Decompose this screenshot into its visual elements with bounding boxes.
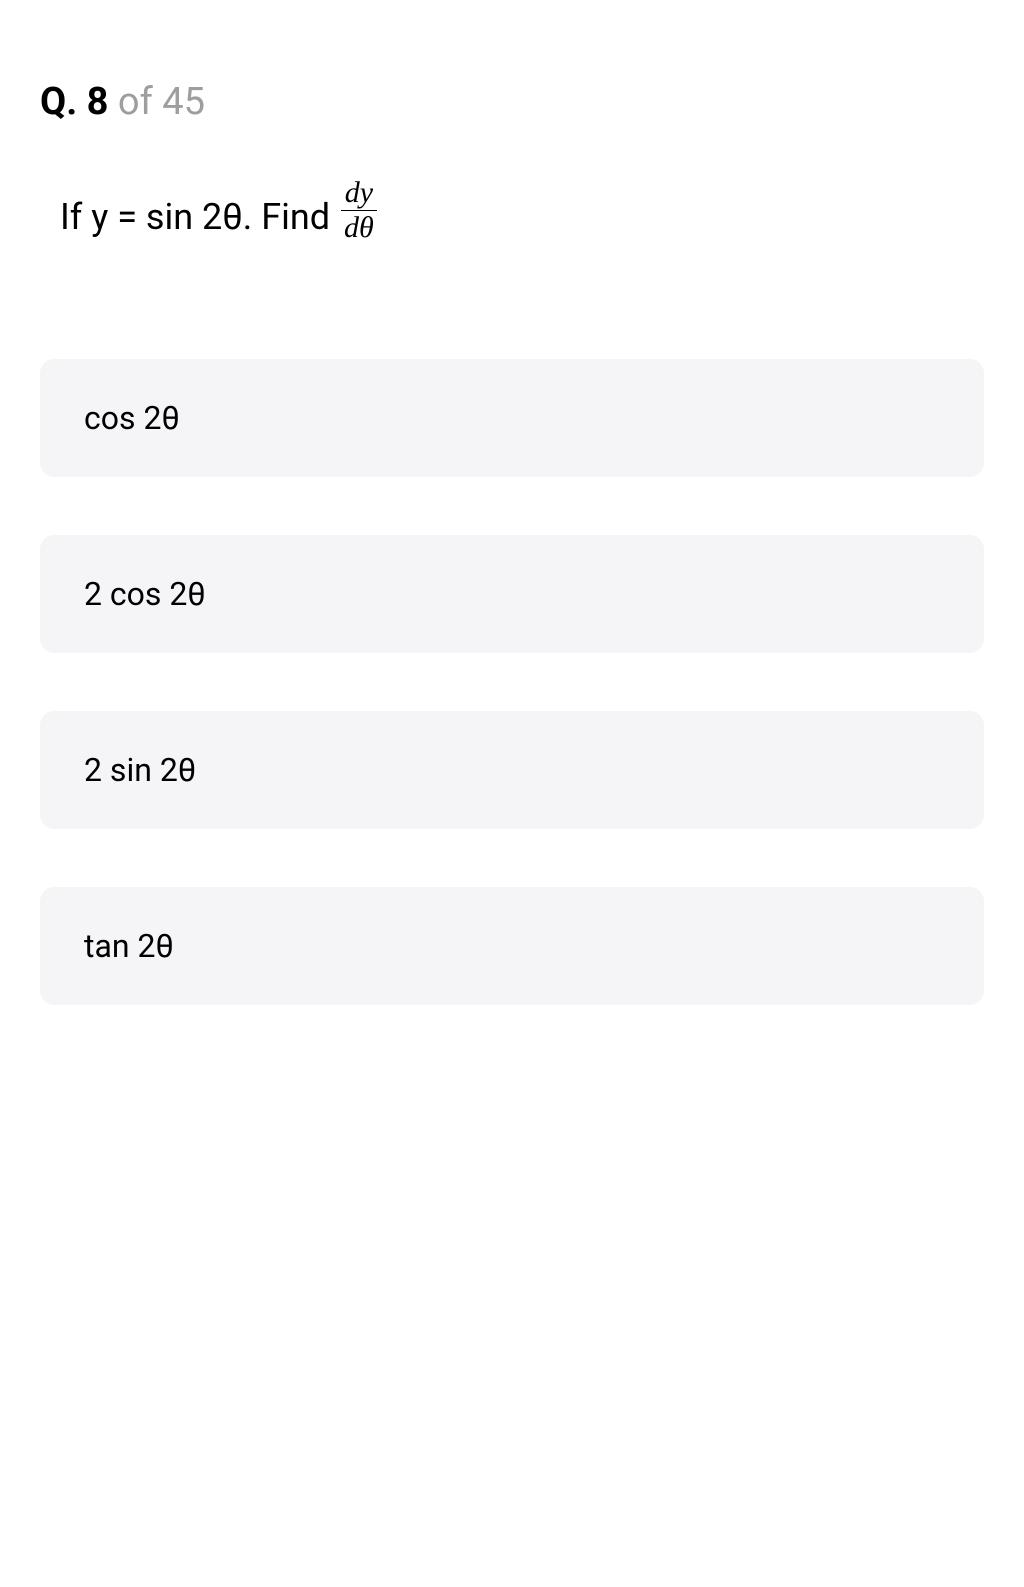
option-c[interactable]: 2 sin 2θ	[40, 711, 984, 829]
option-label: cos 2θ	[84, 399, 180, 437]
question-prefix: Q.	[40, 80, 77, 124]
fraction-denominator: dθ	[340, 211, 378, 243]
question-header: Q. 8 of 45	[40, 80, 984, 124]
fraction-numerator: dy	[341, 178, 377, 211]
derivative-fraction: dy dθ	[340, 178, 378, 243]
option-d[interactable]: tan 2θ	[40, 887, 984, 1005]
option-label: 2 cos 2θ	[84, 575, 206, 613]
question-body: If y = sin 2θ. Find	[60, 196, 330, 238]
option-label: 2 sin 2θ	[84, 751, 196, 789]
question-number: 8	[87, 80, 109, 124]
question-of-total: of 45	[118, 80, 205, 124]
question-text: If y = sin 2θ. Find dy dθ	[60, 184, 984, 249]
option-b[interactable]: 2 cos 2θ	[40, 535, 984, 653]
options-container: cos 2θ 2 cos 2θ 2 sin 2θ tan 2θ	[40, 359, 984, 1005]
option-label: tan 2θ	[84, 927, 174, 965]
option-a[interactable]: cos 2θ	[40, 359, 984, 477]
